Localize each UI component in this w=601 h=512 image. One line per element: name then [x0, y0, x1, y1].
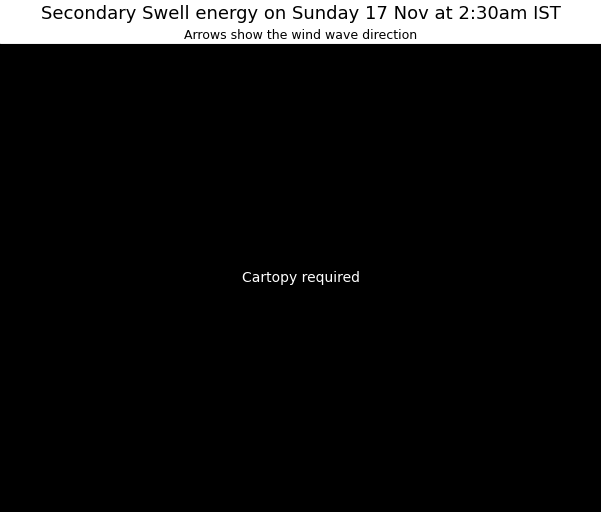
- Text: Arrows show the wind wave direction: Arrows show the wind wave direction: [184, 29, 417, 42]
- Text: Secondary Swell energy on Sunday 17 Nov at 2:30am IST: Secondary Swell energy on Sunday 17 Nov …: [40, 5, 561, 23]
- Text: Cartopy required: Cartopy required: [242, 271, 359, 285]
